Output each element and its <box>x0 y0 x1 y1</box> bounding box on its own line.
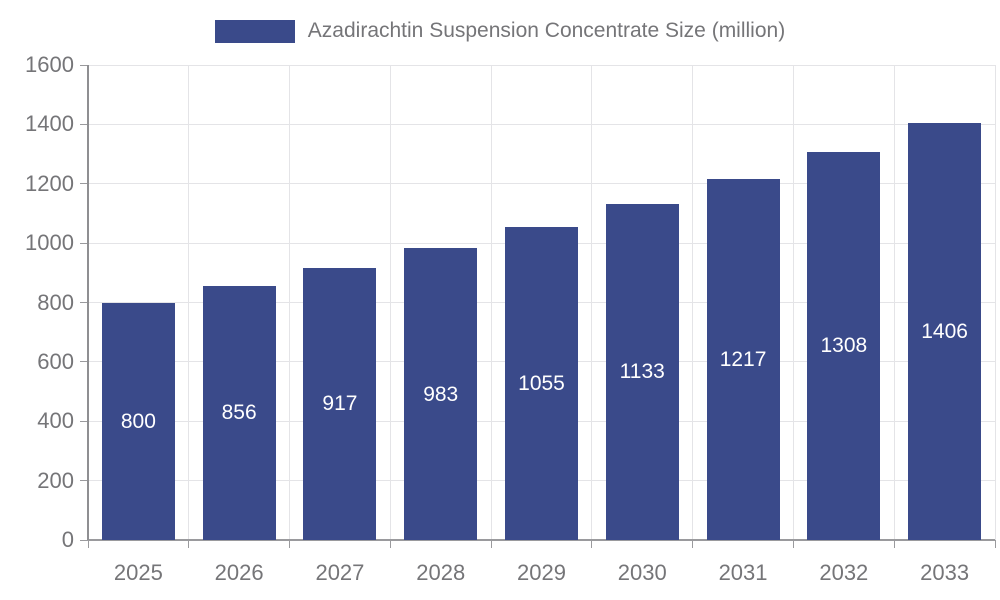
x-axis-line <box>88 539 995 541</box>
x-gridline <box>893 65 895 540</box>
x-gridline <box>289 65 291 540</box>
x-gridline <box>591 65 593 540</box>
legend-label: Azadirachtin Suspension Concentrate Size… <box>307 19 786 42</box>
y-axis-tick <box>80 539 88 541</box>
bar-value-label: 1406 <box>921 319 968 343</box>
x-tick-label: 2031 <box>718 560 768 585</box>
x-gridline <box>188 65 190 540</box>
bar-value-label: 1055 <box>518 371 565 395</box>
bar[interactable]: 917 <box>303 267 377 540</box>
x-axis-tick <box>994 540 996 548</box>
bar[interactable]: 1217 <box>706 178 780 540</box>
x-tick-label: 2027 <box>315 560 365 585</box>
y-axis-tick <box>80 123 88 125</box>
x-tick-label: 2026 <box>214 560 264 585</box>
y-tick-label: 1600 <box>25 52 74 77</box>
x-axis-tick <box>389 540 391 548</box>
bar[interactable]: 1055 <box>505 226 578 540</box>
y-tick-label: 1400 <box>25 111 74 137</box>
y-axis-tick <box>80 183 88 185</box>
x-gridline <box>994 65 996 540</box>
x-gridline <box>692 65 694 540</box>
bar-value-label: 800 <box>120 409 156 433</box>
y-axis-tick <box>80 64 88 66</box>
bar-value-label: 917 <box>322 392 358 416</box>
bar[interactable]: 1133 <box>605 203 679 540</box>
x-axis-tick <box>87 540 89 548</box>
y-tick-label: 600 <box>37 348 74 374</box>
y-tick-label: 400 <box>37 408 74 434</box>
bar[interactable]: 856 <box>202 285 276 540</box>
y-tick-label: 1000 <box>25 230 74 256</box>
x-gridline <box>490 65 492 540</box>
bar[interactable]: 1406 <box>908 122 982 540</box>
legend-item[interactable]: Azadirachtin Suspension Concentrate Size… <box>0 16 1000 46</box>
x-tick-label: 2025 <box>113 560 163 585</box>
bar[interactable]: 800 <box>101 302 175 540</box>
bar-value-label: 856 <box>221 401 257 425</box>
y-tick-label: 0 <box>61 527 74 552</box>
x-axis-tick <box>893 540 895 548</box>
legend-swatch <box>214 19 295 43</box>
bar[interactable]: 1308 <box>807 151 881 540</box>
x-axis-tick <box>188 540 190 548</box>
bar-value-label: 1308 <box>820 334 868 358</box>
x-tick-label: 2032 <box>819 560 869 585</box>
x-axis-tick <box>490 540 492 548</box>
y-tick-label: 1200 <box>25 170 74 196</box>
y-gridline <box>88 123 995 125</box>
x-axis-tick <box>692 540 694 548</box>
y-gridline <box>88 64 995 66</box>
y-axis-tick <box>80 420 88 422</box>
y-tick-label: 800 <box>37 289 74 315</box>
y-tick-label: 200 <box>37 467 74 493</box>
x-axis-tick <box>591 540 593 548</box>
y-axis-tick <box>80 242 88 244</box>
bar[interactable]: 983 <box>404 248 478 540</box>
x-tick-label: 2029 <box>517 560 566 585</box>
x-gridline <box>389 65 391 540</box>
y-axis-line <box>87 65 89 540</box>
y-axis-tick <box>80 480 88 482</box>
x-tick-label: 2033 <box>920 560 970 585</box>
x-gridline <box>792 65 794 540</box>
y-gridline <box>88 183 995 185</box>
x-tick-label: 2030 <box>617 560 667 585</box>
y-axis-tick <box>80 302 88 303</box>
x-tick-label: 2028 <box>416 560 466 585</box>
x-axis-tick <box>792 540 794 548</box>
x-axis-tick <box>289 540 291 548</box>
bar-value-label: 1133 <box>619 360 665 384</box>
bar-value-label: 1217 <box>719 347 767 371</box>
y-axis-tick <box>80 361 88 363</box>
bar-value-label: 983 <box>423 382 459 406</box>
